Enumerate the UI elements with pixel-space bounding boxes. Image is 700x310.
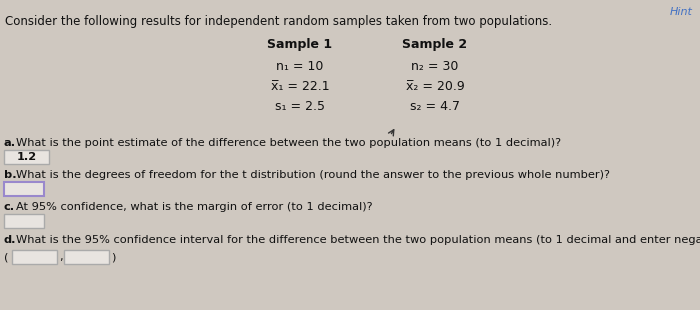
Text: What is the point estimate of the difference between the two population means (t: What is the point estimate of the differ…: [16, 138, 561, 148]
Text: c.: c.: [4, 202, 15, 212]
Text: Consider the following results for independent random samples taken from two pop: Consider the following results for indep…: [5, 15, 552, 28]
Text: x̅₂ = 20.9: x̅₂ = 20.9: [405, 80, 464, 93]
Text: x̅₁ = 22.1: x̅₁ = 22.1: [271, 80, 329, 93]
Text: b.: b.: [4, 170, 17, 180]
Text: ,: ,: [59, 252, 62, 262]
Text: a.: a.: [4, 138, 16, 148]
Text: Sample 2: Sample 2: [402, 38, 468, 51]
Bar: [4, 150, 49, 164]
Text: 1.2: 1.2: [16, 152, 36, 162]
Bar: [64, 250, 109, 264]
Text: s₁ = 2.5: s₁ = 2.5: [275, 100, 325, 113]
Text: d.: d.: [4, 235, 17, 245]
Text: n₂ = 30: n₂ = 30: [412, 60, 458, 73]
Text: n₁ = 10: n₁ = 10: [276, 60, 323, 73]
Text: What is the 95% confidence interval for the difference between the two populatio: What is the 95% confidence interval for …: [16, 235, 700, 245]
Bar: [4, 214, 44, 228]
Text: s₂ = 4.7: s₂ = 4.7: [410, 100, 460, 113]
Text: What is the degrees of freedom for the t distribution (round the answer to the p: What is the degrees of freedom for the t…: [16, 170, 610, 180]
Text: ): ): [111, 252, 116, 262]
Text: At 95% confidence, what is the margin of error (to 1 decimal)?: At 95% confidence, what is the margin of…: [16, 202, 372, 212]
Text: (: (: [4, 252, 8, 262]
Text: Hint: Hint: [670, 7, 693, 17]
Text: Sample 1: Sample 1: [267, 38, 332, 51]
Bar: [4, 182, 44, 196]
Bar: [12, 250, 57, 264]
